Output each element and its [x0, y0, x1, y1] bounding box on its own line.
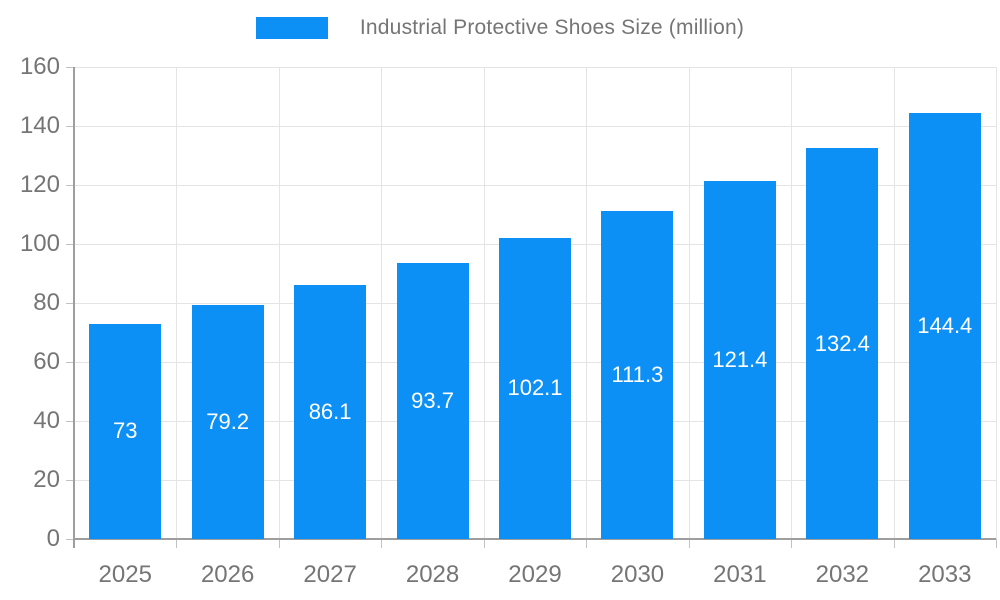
y-axis-tick [66, 244, 74, 245]
y-axis-tick [66, 67, 74, 68]
x-tick-label: 2029 [508, 561, 562, 588]
y-axis-line [73, 67, 75, 548]
x-axis-tick [996, 539, 997, 548]
bar-value-label: 73 [112, 418, 138, 444]
x-grid-line [176, 67, 178, 539]
y-tick-label: 160 [19, 53, 60, 80]
y-axis-tick [66, 539, 74, 540]
x-grid-line [791, 67, 793, 539]
bar-value-label: 132.4 [814, 330, 870, 356]
x-grid-line [483, 67, 485, 539]
bar-2030[interactable] [601, 210, 674, 539]
bar-value-label: 111.3 [611, 361, 664, 387]
y-axis-tick [66, 480, 74, 481]
y-tick-label: 20 [33, 466, 60, 493]
y-axis-tick [66, 126, 74, 127]
x-axis-tick [483, 539, 485, 548]
y-grid-line [74, 67, 996, 68]
y-tick-label: 0 [46, 525, 60, 552]
bar-2025[interactable] [89, 323, 162, 539]
y-tick-label: 60 [33, 348, 60, 375]
x-tick-label: 2025 [98, 561, 152, 588]
bar-2031[interactable] [703, 180, 776, 539]
y-axis-tick [66, 421, 74, 422]
bar-2029[interactable] [499, 237, 571, 539]
x-grid-line [996, 67, 997, 539]
x-grid-line [586, 67, 588, 539]
bar-value-label: 102.1 [507, 375, 563, 401]
bar-2033[interactable] [908, 113, 981, 539]
x-tick-label: 2032 [815, 561, 870, 588]
y-axis-tick [66, 185, 74, 186]
x-tick-label: 2031 [713, 561, 767, 588]
x-axis-tick [176, 539, 178, 548]
y-tick-label: 40 [33, 407, 60, 434]
x-grid-line [278, 67, 280, 539]
bar-2032[interactable] [806, 148, 879, 539]
x-grid-line [688, 67, 690, 539]
bar-value-label: 121.4 [712, 346, 768, 372]
x-tick-label: 2028 [405, 561, 460, 588]
bar-value-label: 79.2 [206, 409, 250, 435]
bar-value-label: 144.4 [917, 313, 973, 338]
x-axis-line [74, 538, 996, 540]
y-axis-tick [66, 303, 74, 304]
chart-legend[interactable]: Industrial Protective Shoes Size (millio… [0, 16, 1000, 40]
x-tick-label: 2033 [918, 561, 972, 588]
bar-value-label: 86.1 [308, 399, 352, 424]
legend-label: Industrial Protective Shoes Size (millio… [359, 16, 745, 39]
bar-2027[interactable] [294, 285, 367, 539]
bar-2028[interactable] [396, 262, 469, 539]
x-tick-label: 2027 [303, 561, 357, 588]
x-axis-tick [688, 539, 690, 548]
x-axis-tick [586, 539, 588, 548]
y-axis-tick [66, 362, 74, 363]
x-axis-tick [381, 539, 383, 548]
y-grid-line [74, 185, 996, 186]
x-tick-label: 2030 [610, 561, 665, 588]
x-grid-line [381, 67, 383, 539]
x-tick-label: 2026 [200, 561, 255, 588]
x-axis-tick [278, 539, 280, 548]
legend-swatch [255, 17, 328, 39]
x-axis-tick [791, 539, 793, 548]
y-tick-label: 80 [33, 289, 60, 316]
y-grid-line [74, 126, 996, 127]
x-axis-tick [893, 539, 895, 548]
bar-2026[interactable] [191, 305, 264, 539]
bar-value-label: 93.7 [411, 387, 454, 413]
x-grid-line [893, 67, 895, 539]
y-tick-label: 120 [19, 171, 60, 198]
y-tick-label: 100 [19, 230, 60, 257]
y-tick-label: 140 [19, 112, 60, 139]
